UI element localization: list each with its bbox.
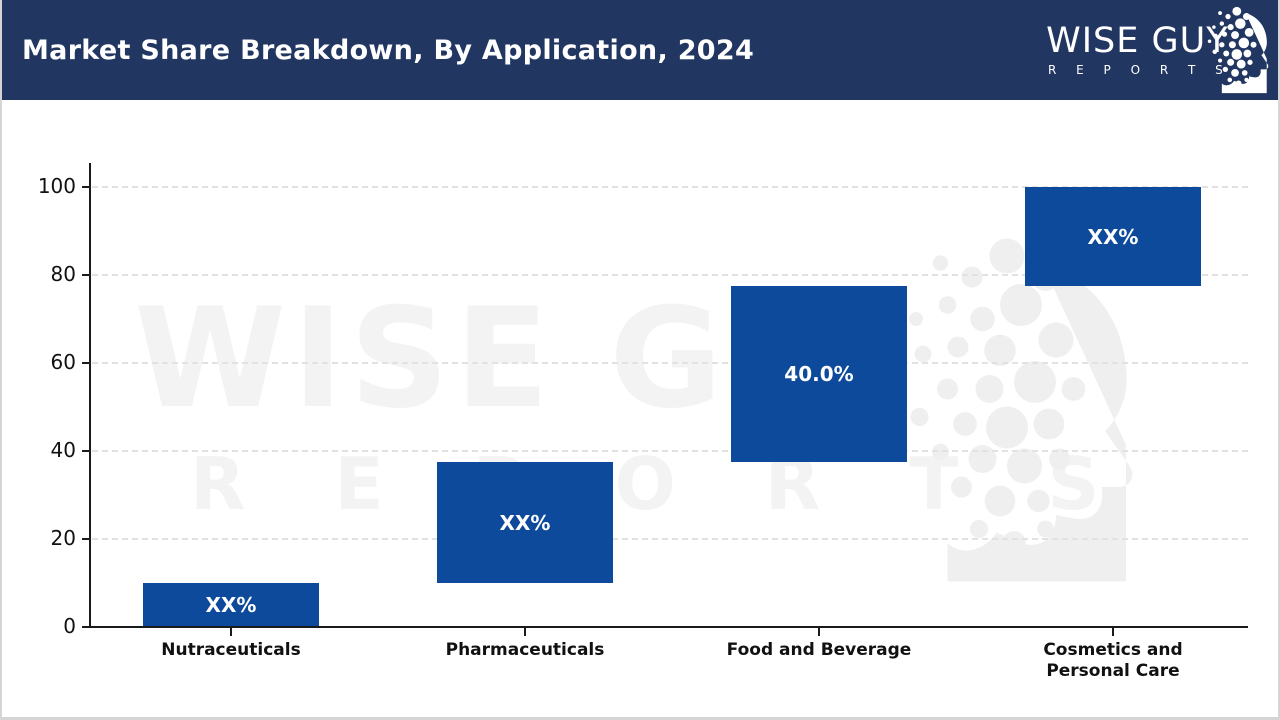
- logo-wordmark: WISE GUY: [1046, 21, 1229, 61]
- logo-subtext: R E P O R T S: [1048, 63, 1231, 77]
- y-tick-label: 40: [50, 438, 76, 462]
- y-tick-mark: [82, 274, 90, 276]
- wise-guy-reports-logo: WISE GUY R E P O R T S: [1022, 0, 1272, 100]
- header-bar: Market Share Breakdown, By Application, …: [2, 0, 1278, 100]
- gridline-40: [92, 450, 1248, 452]
- gridline-60: [92, 362, 1248, 364]
- bar-value-label: XX%: [205, 593, 257, 617]
- bar-cosmetics-and-personal-care: XX%: [1025, 187, 1201, 286]
- y-tick-mark: [82, 626, 90, 628]
- watermark-face-icon: [891, 238, 1133, 582]
- y-tick-mark: [82, 186, 90, 188]
- bar-value-label: XX%: [499, 510, 551, 535]
- x-category-label: Nutraceuticals: [161, 640, 301, 660]
- x-category-label: Food and Beverage: [726, 640, 912, 660]
- bar-food-and-beverage: 40.0%: [731, 286, 907, 462]
- y-axis-line: [89, 163, 91, 628]
- gridline-20: [92, 538, 1248, 540]
- bar-value-label: XX%: [1087, 224, 1139, 249]
- x-axis-line: [89, 626, 1248, 628]
- y-tick-mark: [82, 538, 90, 540]
- x-tick-mark: [818, 628, 820, 636]
- logo-face-icon: [1207, 6, 1269, 94]
- x-category-label: Pharmaceuticals: [445, 640, 605, 660]
- bar-value-label: 40.0%: [784, 362, 854, 386]
- y-tick-label: 20: [50, 526, 76, 550]
- y-tick-mark: [82, 362, 90, 364]
- gridline-100: [92, 186, 1248, 188]
- y-tick-label: 100: [37, 174, 76, 198]
- y-tick-label: 80: [50, 262, 76, 286]
- x-category-label: Cosmetics and Personal Care: [1043, 640, 1183, 682]
- x-tick-mark: [524, 628, 526, 636]
- chart-title: Market Share Breakdown, By Application, …: [22, 34, 755, 66]
- x-tick-mark: [1112, 628, 1114, 636]
- x-tick-mark: [230, 628, 232, 636]
- bar-pharmaceuticals: XX%: [437, 462, 613, 583]
- y-tick-label: 0: [63, 614, 76, 638]
- bar-nutraceuticals: XX%: [143, 583, 319, 627]
- gridline-80: [92, 274, 1248, 276]
- y-tick-mark: [82, 450, 90, 452]
- y-tick-label: 60: [50, 350, 76, 374]
- watermark-wordmark: WISE GU: [134, 278, 847, 439]
